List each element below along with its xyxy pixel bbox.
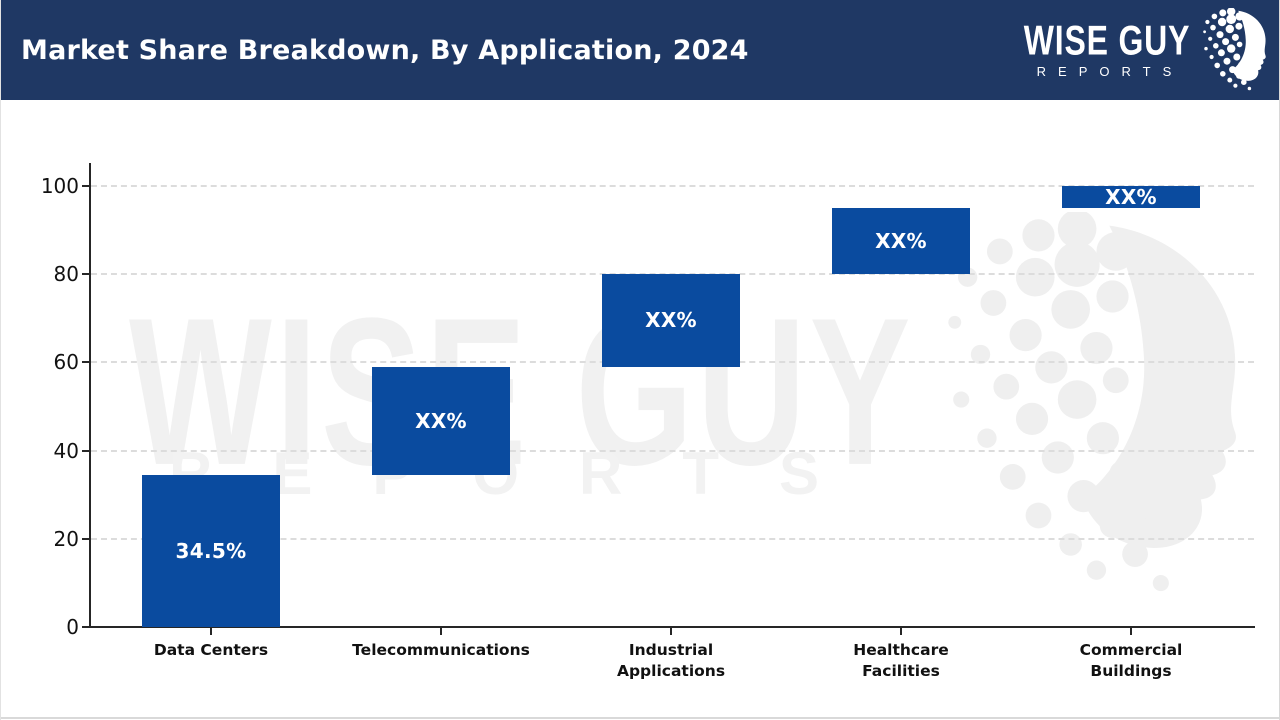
bar-segment: 34.5% [142, 474, 280, 627]
x-tick-3 [900, 628, 902, 635]
bar-value-label: XX% [875, 229, 927, 254]
bar-segment: XX% [602, 274, 740, 367]
chart-title: Market Share Breakdown, By Application, … [21, 34, 749, 66]
category-label: Telecommunications [352, 641, 530, 659]
y-tick-40 [82, 449, 90, 452]
gridline-20 [91, 537, 1254, 540]
y-tick-20 [82, 537, 90, 540]
category-label: Data Centers [153, 641, 269, 659]
bar-value-label: XX% [645, 308, 697, 333]
logo-subtext: REPORTS [1036, 64, 1184, 79]
logo-text: WISE GUY REPORTS [1003, 17, 1211, 79]
x-axis-spine [89, 626, 1255, 628]
y-tick-60 [82, 361, 90, 364]
gridline-100 [91, 185, 1254, 187]
category-label: Industrial Applications [616, 641, 726, 680]
category-label: Commercial Buildings [1079, 641, 1183, 680]
category-label: Healthcare Facilities [853, 641, 949, 680]
y-tick-0 [82, 626, 90, 628]
bar-value-label: XX% [415, 408, 467, 433]
bar-segment: XX% [372, 366, 510, 475]
y-tick-label-40: 40 [53, 438, 79, 463]
logo-wordmark: WISE GUY [1023, 17, 1191, 65]
y-tick-label-60: 60 [53, 350, 79, 375]
bar-segment: XX% [832, 208, 970, 275]
bottom-edge-line [1, 717, 1279, 719]
y-tick-label-100: 100 [40, 174, 79, 198]
x-tick-4 [1130, 628, 1132, 635]
y-axis-spine [89, 163, 91, 628]
wise-guy-logo: WISE GUY REPORTS [1003, 8, 1269, 92]
x-tick-2 [670, 628, 672, 635]
bar-value-label: XX% [1105, 185, 1157, 210]
y-tick-80 [82, 273, 90, 276]
y-tick-label-0: 0 [66, 615, 79, 639]
header-band: Market Share Breakdown, By Application, … [1, 0, 1279, 100]
bar-segment: XX% [1062, 185, 1200, 210]
y-tick-label-20: 20 [53, 526, 79, 551]
y-tick-label-80: 80 [53, 262, 79, 287]
bar-value-label: 34.5% [175, 538, 247, 563]
x-tick-1 [440, 628, 442, 635]
gridline-40 [91, 449, 1254, 452]
watermark-wordmark: WISE GUY [129, 274, 915, 510]
x-tick-0 [210, 628, 212, 635]
y-tick-100 [82, 185, 90, 187]
